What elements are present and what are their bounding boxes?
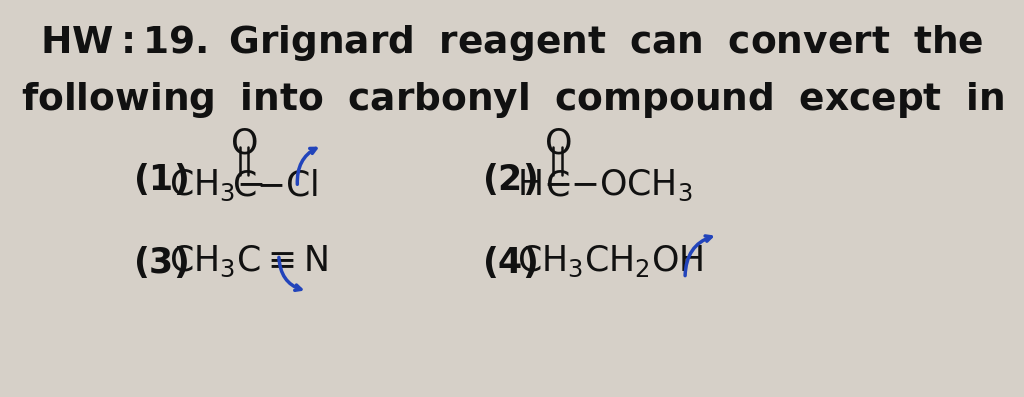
Text: $\mathbf{following\ \ into\ \ carbonyl\ \ compound\ \ except\ \ in}$: $\mathbf{following\ \ into\ \ carbonyl\ … [20, 80, 1004, 120]
Text: $\mathbf{HW{:}19.\ Grignard\ \ reagent\ \ can\ \ convert\ \ the}$: $\mathbf{HW{:}19.\ Grignard\ \ reagent\ … [40, 23, 984, 63]
Text: $\mathrm{{-}OCH_3}$: $\mathrm{{-}OCH_3}$ [569, 168, 692, 203]
Text: $\mathbf{(1)}$: $\mathbf{(1)}$ [132, 161, 187, 197]
Text: $\mathbf{(3)}$: $\mathbf{(3)}$ [132, 243, 187, 279]
Text: $\mathrm{H{-}}$: $\mathrm{H{-}}$ [517, 168, 570, 202]
Text: $\mathbf{(4)}$: $\mathbf{(4)}$ [482, 243, 537, 279]
Text: $\mathbf{(2)}$: $\mathbf{(2)}$ [482, 161, 537, 197]
Text: $\mathrm{CH_3{-}}$: $\mathrm{CH_3{-}}$ [169, 168, 264, 203]
Text: $\mathrm{{-}Cl}$: $\mathrm{{-}Cl}$ [256, 168, 317, 202]
Text: $\mathrm{O}$: $\mathrm{O}$ [230, 126, 258, 160]
Text: $\mathrm{CH_3C{\equiv}N}$: $\mathrm{CH_3C{\equiv}N}$ [169, 244, 328, 279]
Text: $\mathrm{C}$: $\mathrm{C}$ [231, 168, 256, 202]
Text: $\mathrm{O}$: $\mathrm{O}$ [544, 126, 571, 160]
Text: $\mathrm{C}$: $\mathrm{C}$ [546, 168, 569, 202]
Text: $\mathrm{CH_3CH_2OH}$: $\mathrm{CH_3CH_2OH}$ [517, 244, 703, 279]
